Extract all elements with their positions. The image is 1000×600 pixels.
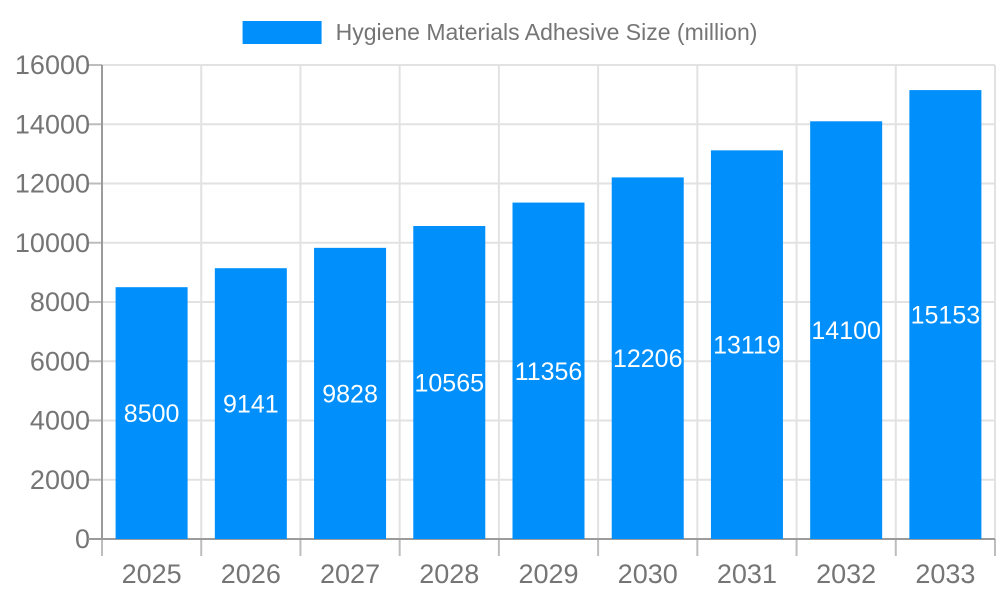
y-axis-label: 8000 [30, 287, 90, 317]
y-axis-label: 12000 [15, 169, 90, 199]
bar-value-label: 10565 [415, 370, 485, 398]
y-axis-label: 6000 [30, 346, 90, 376]
x-axis-label: 2032 [816, 559, 876, 589]
bar-value-label: 14100 [811, 317, 881, 345]
bar-2032[interactable] [810, 121, 883, 539]
bar-value-label: 8500 [124, 400, 180, 428]
bar-value-label: 15153 [911, 302, 981, 330]
y-axis-label: 4000 [30, 406, 90, 436]
y-axis-label: 2000 [30, 465, 90, 495]
legend-item[interactable]: Hygiene Materials Adhesive Size (million… [242, 19, 758, 45]
x-axis-label: 2028 [419, 559, 479, 589]
y-axis-label: 10000 [15, 228, 90, 258]
bar-2028[interactable] [413, 226, 486, 539]
x-axis-label: 2033 [915, 559, 975, 589]
bar-2026[interactable] [214, 268, 287, 539]
bar-2030[interactable] [611, 177, 684, 539]
x-axis-label: 2025 [122, 559, 182, 589]
bar-value-label: 9828 [322, 380, 378, 408]
bar-value-label: 9141 [223, 391, 279, 419]
bar-2029[interactable] [512, 202, 585, 540]
bar-value-label: 12206 [613, 345, 683, 373]
bar-2031[interactable] [710, 150, 783, 540]
bar-2027[interactable] [314, 247, 387, 539]
x-axis-label: 2027 [320, 559, 380, 589]
y-axis-label: 16000 [15, 50, 90, 80]
x-axis-label: 2031 [717, 559, 777, 589]
legend-label: Hygiene Materials Adhesive Size (million… [335, 19, 758, 45]
x-axis-label: 2030 [618, 559, 678, 589]
bar-value-label: 11356 [515, 358, 583, 386]
x-axis-label: 2026 [221, 559, 281, 589]
y-axis-label: 14000 [15, 109, 90, 139]
bar-value-label: 13119 [713, 332, 781, 360]
legend-swatch [242, 20, 322, 44]
x-axis-label: 2029 [518, 559, 578, 589]
bar-2025[interactable] [115, 287, 188, 539]
bar-2033[interactable] [909, 90, 982, 539]
y-axis-label: 0 [75, 524, 90, 554]
